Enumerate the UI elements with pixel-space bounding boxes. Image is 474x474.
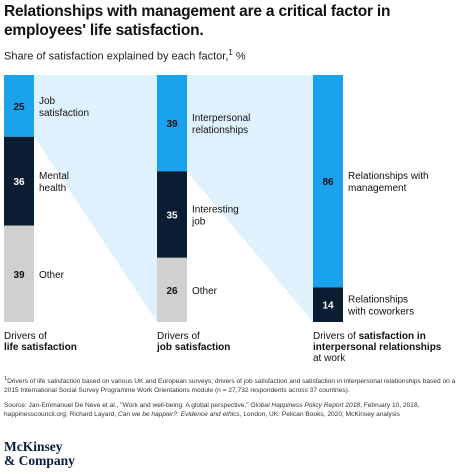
bar-column-3: 86 Relationships with management 14 Relation…	[313, 75, 429, 322]
segment-value-label: 14	[322, 301, 334, 312]
bar-segment	[313, 75, 343, 288]
bar-segment	[4, 136, 34, 226]
bar-segment	[313, 287, 343, 322]
subtitle-footnote-marker: 1	[228, 48, 233, 57]
segment-category-label: Mental health	[39, 171, 69, 194]
segment-value-label: 36	[13, 177, 25, 188]
segment-category-label: Other	[192, 286, 218, 297]
axis-label-line-1: Drivers of	[4, 331, 47, 342]
segment-category-label: Interesting job	[191, 205, 239, 228]
subtitle-unit: %	[232, 50, 246, 63]
bar-segment	[4, 75, 34, 137]
brand-line-2: & Company	[4, 453, 75, 468]
connector-band-1	[34, 75, 157, 322]
connector-band-2	[187, 75, 313, 322]
source-mid: , February 10, 2018, happinesscouncil.or…	[4, 402, 420, 418]
axis-label-line-2: interpersonal relationships	[313, 342, 442, 353]
axis-label-line-2: life satisfaction	[4, 342, 77, 353]
segment-value-label: 39	[166, 119, 178, 130]
segment-value-label: 86	[322, 177, 334, 188]
segment-value-label: 35	[166, 211, 178, 222]
footnote: 1Drivers of life satisfaction based on v…	[4, 375, 464, 395]
source-suffix: , London, UK: Pelican Books, 2020; McKin…	[239, 410, 400, 418]
segment-value-label: 39	[13, 270, 25, 281]
chart-subtitle: Share of satisfaction explained by each …	[4, 48, 246, 63]
subtitle-text: Share of satisfaction explained by each …	[4, 50, 229, 63]
footnote-text: Drivers of life satisfaction based on va…	[4, 378, 456, 394]
bar-column-1: 25 Job satisfaction 36 Mental health 39 Other	[4, 75, 89, 322]
segment-category-label: Job satisfaction	[39, 96, 89, 119]
bar-segment	[157, 171, 187, 258]
segment-category-label: Other	[39, 270, 65, 281]
segment-value-label: 25	[13, 102, 25, 113]
segment-category-label: Relationships with coworkers	[347, 295, 414, 318]
bar-segment	[157, 257, 187, 322]
source-note: Source: Jan-Emmanuel De Neve et al., "Wo…	[4, 402, 466, 419]
brand-line-1: McKinsey	[4, 439, 63, 454]
source-title-2: Can we be happier?: Evidence and ethics	[118, 410, 240, 418]
footnote-marker: 1	[4, 376, 8, 382]
bar-segment	[4, 225, 34, 322]
axis-label-line-1: Drivers of satisfaction in	[313, 331, 426, 342]
segment-category-label: Interpersonal relationships	[192, 113, 250, 136]
chart-title: Relationships with management are a crit…	[4, 3, 391, 39]
axis-label-line-1: Drivers of	[157, 331, 200, 342]
source-title-1: Global Happiness Policy Report 2018	[250, 402, 361, 409]
axis-label-line-3: at work	[313, 353, 346, 364]
segment-value-label: 26	[166, 286, 178, 297]
bar-column-2: 39 Interpersonal relationships 35 Interestin…	[157, 75, 250, 322]
bar-segment	[157, 75, 187, 172]
segment-category-label: Relationships with management	[348, 171, 429, 194]
axis-label-line-2: job satisfaction	[156, 342, 230, 353]
mckinsey-logo: McKinsey & Company	[4, 440, 75, 468]
source-prefix: Source: Jan-Emmanuel De Neve et al., "Wo…	[4, 402, 249, 409]
connector-bands	[34, 75, 313, 322]
